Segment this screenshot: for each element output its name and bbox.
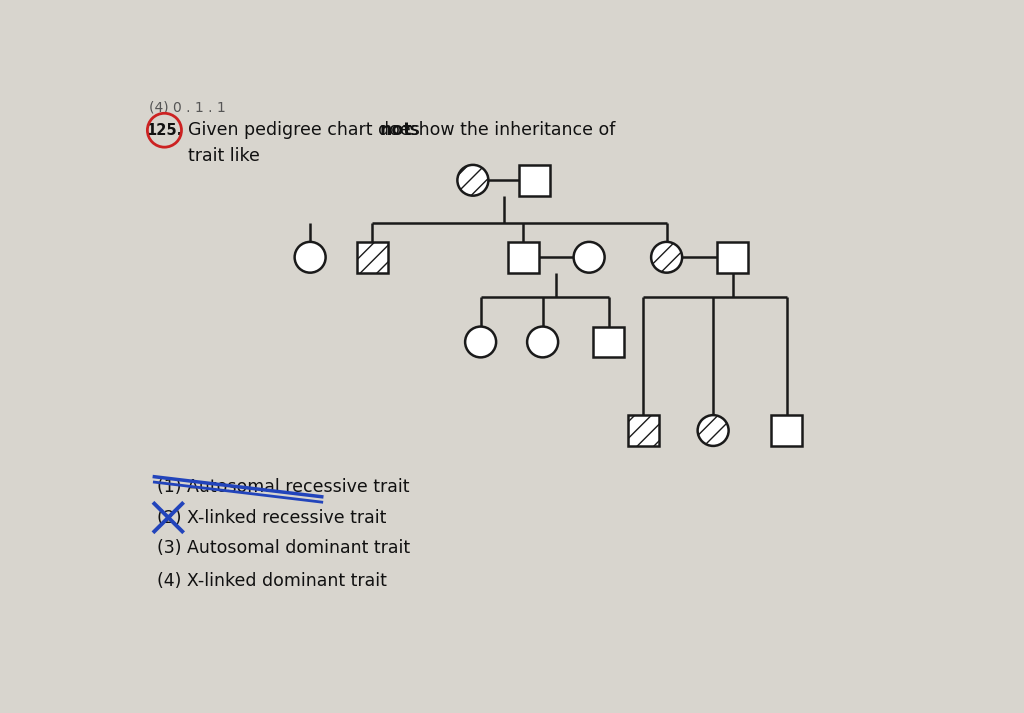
- Bar: [519, 165, 550, 195]
- Bar: [356, 242, 388, 272]
- Circle shape: [651, 242, 682, 272]
- Text: trait like: trait like: [187, 147, 259, 165]
- Text: Given pedigree chart does: Given pedigree chart does: [187, 121, 425, 139]
- Text: not: not: [379, 121, 412, 139]
- Text: (3) Autosomal dominant trait: (3) Autosomal dominant trait: [158, 539, 411, 558]
- Text: (4) 0 . 1 . 1: (4) 0 . 1 . 1: [148, 100, 225, 114]
- Circle shape: [527, 327, 558, 357]
- Text: 125.: 125.: [146, 123, 182, 138]
- Text: (4) X-linked dominant trait: (4) X-linked dominant trait: [158, 572, 387, 590]
- Circle shape: [465, 327, 496, 357]
- Bar: [717, 242, 748, 272]
- Text: (2) X-linked recessive trait: (2) X-linked recessive trait: [158, 508, 387, 526]
- Circle shape: [295, 242, 326, 272]
- Bar: [628, 415, 658, 446]
- Circle shape: [697, 415, 729, 446]
- Text: (1) Autosomal recessive trait: (1) Autosomal recessive trait: [158, 478, 410, 496]
- Bar: [508, 242, 539, 272]
- Bar: [771, 415, 802, 446]
- Circle shape: [573, 242, 604, 272]
- Bar: [593, 327, 624, 357]
- Text: show the inheritance of: show the inheritance of: [403, 121, 615, 139]
- Circle shape: [458, 165, 488, 195]
